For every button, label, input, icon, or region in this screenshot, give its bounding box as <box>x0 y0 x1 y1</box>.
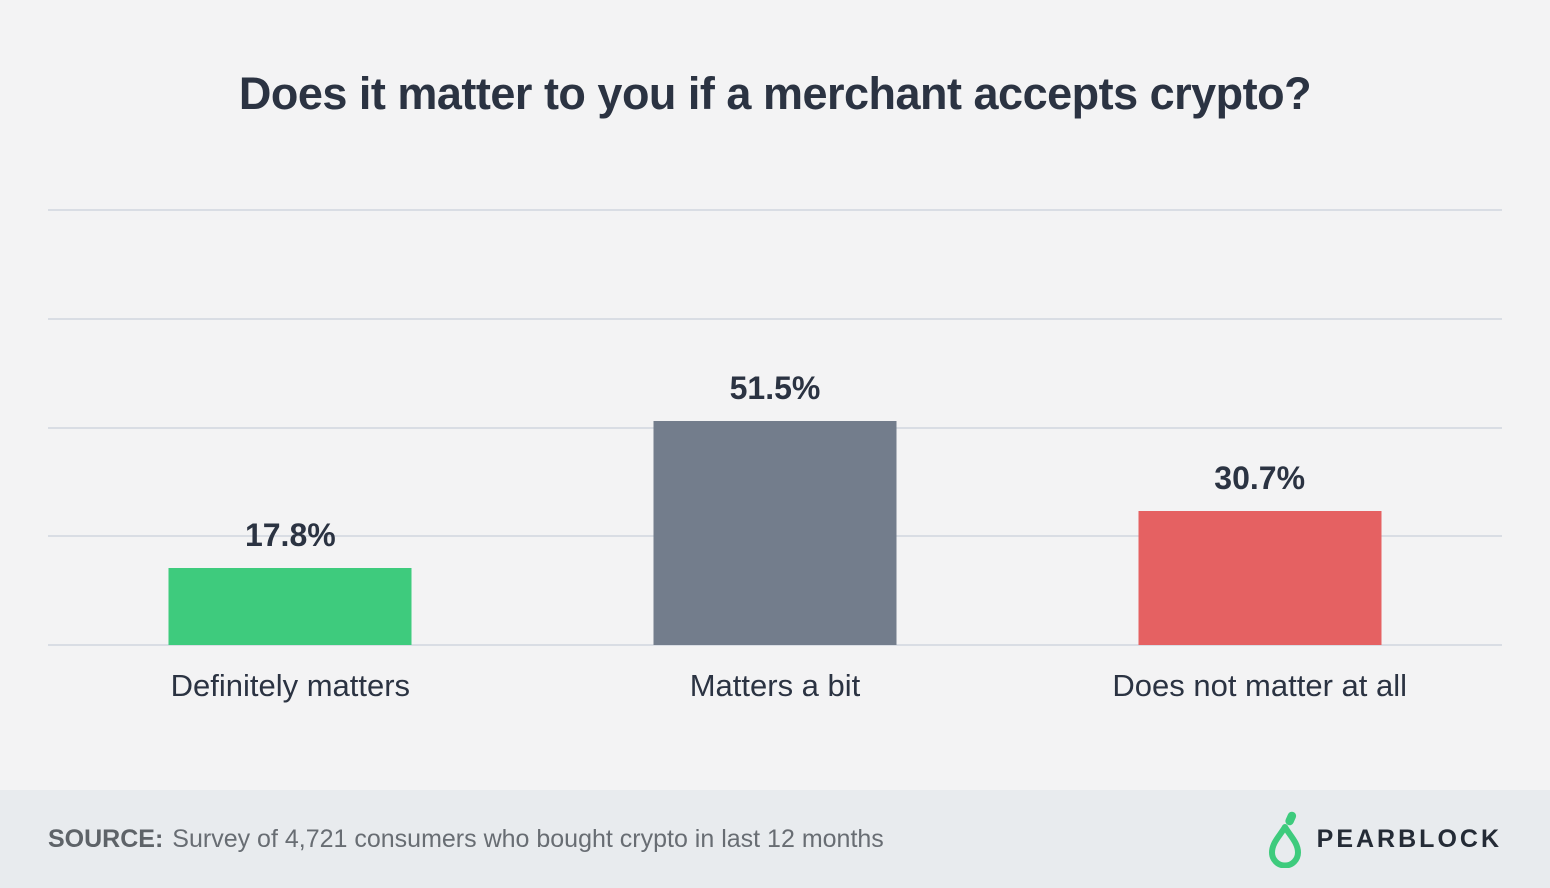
bar <box>168 567 412 645</box>
gridline <box>48 317 1502 320</box>
category-label: Does not matter at all <box>1112 668 1407 703</box>
brand-name: PEARBLOCK <box>1316 824 1502 853</box>
bar-value-label: 30.7% <box>1214 460 1306 497</box>
bar-group: 30.7% <box>1017 210 1502 645</box>
category-label: Definitely matters <box>170 668 411 703</box>
footer: SOURCE: Survey of 4,721 consumers who bou… <box>0 790 1550 888</box>
source-note: SOURCE: Survey of 4,721 consumers who bou… <box>48 825 884 854</box>
source-text: Survey of 4,721 consumers who bought cry… <box>172 824 884 853</box>
category-label: Matters a bit <box>689 668 861 703</box>
source-label: SOURCE: <box>48 824 164 853</box>
bar <box>1138 511 1382 645</box>
bar-group: 51.5% <box>533 210 1018 645</box>
brand-logo: PEARBLOCK <box>1268 810 1502 868</box>
chart-title: Does it matter to you if a merchant acce… <box>238 68 1312 119</box>
bar <box>653 420 897 645</box>
plot-area: 17.8% 51.5% 30.7% <box>48 209 1502 646</box>
bar-value-label: 17.8% <box>244 516 336 553</box>
pear-icon <box>1268 810 1302 868</box>
gridline <box>48 209 1502 211</box>
bar-value-label: 51.5% <box>729 369 821 406</box>
x-axis-labels: Definitely matters Matters a bit Does not … <box>48 668 1502 704</box>
gridline <box>48 644 1502 646</box>
bar-group: 17.8% <box>48 210 533 645</box>
